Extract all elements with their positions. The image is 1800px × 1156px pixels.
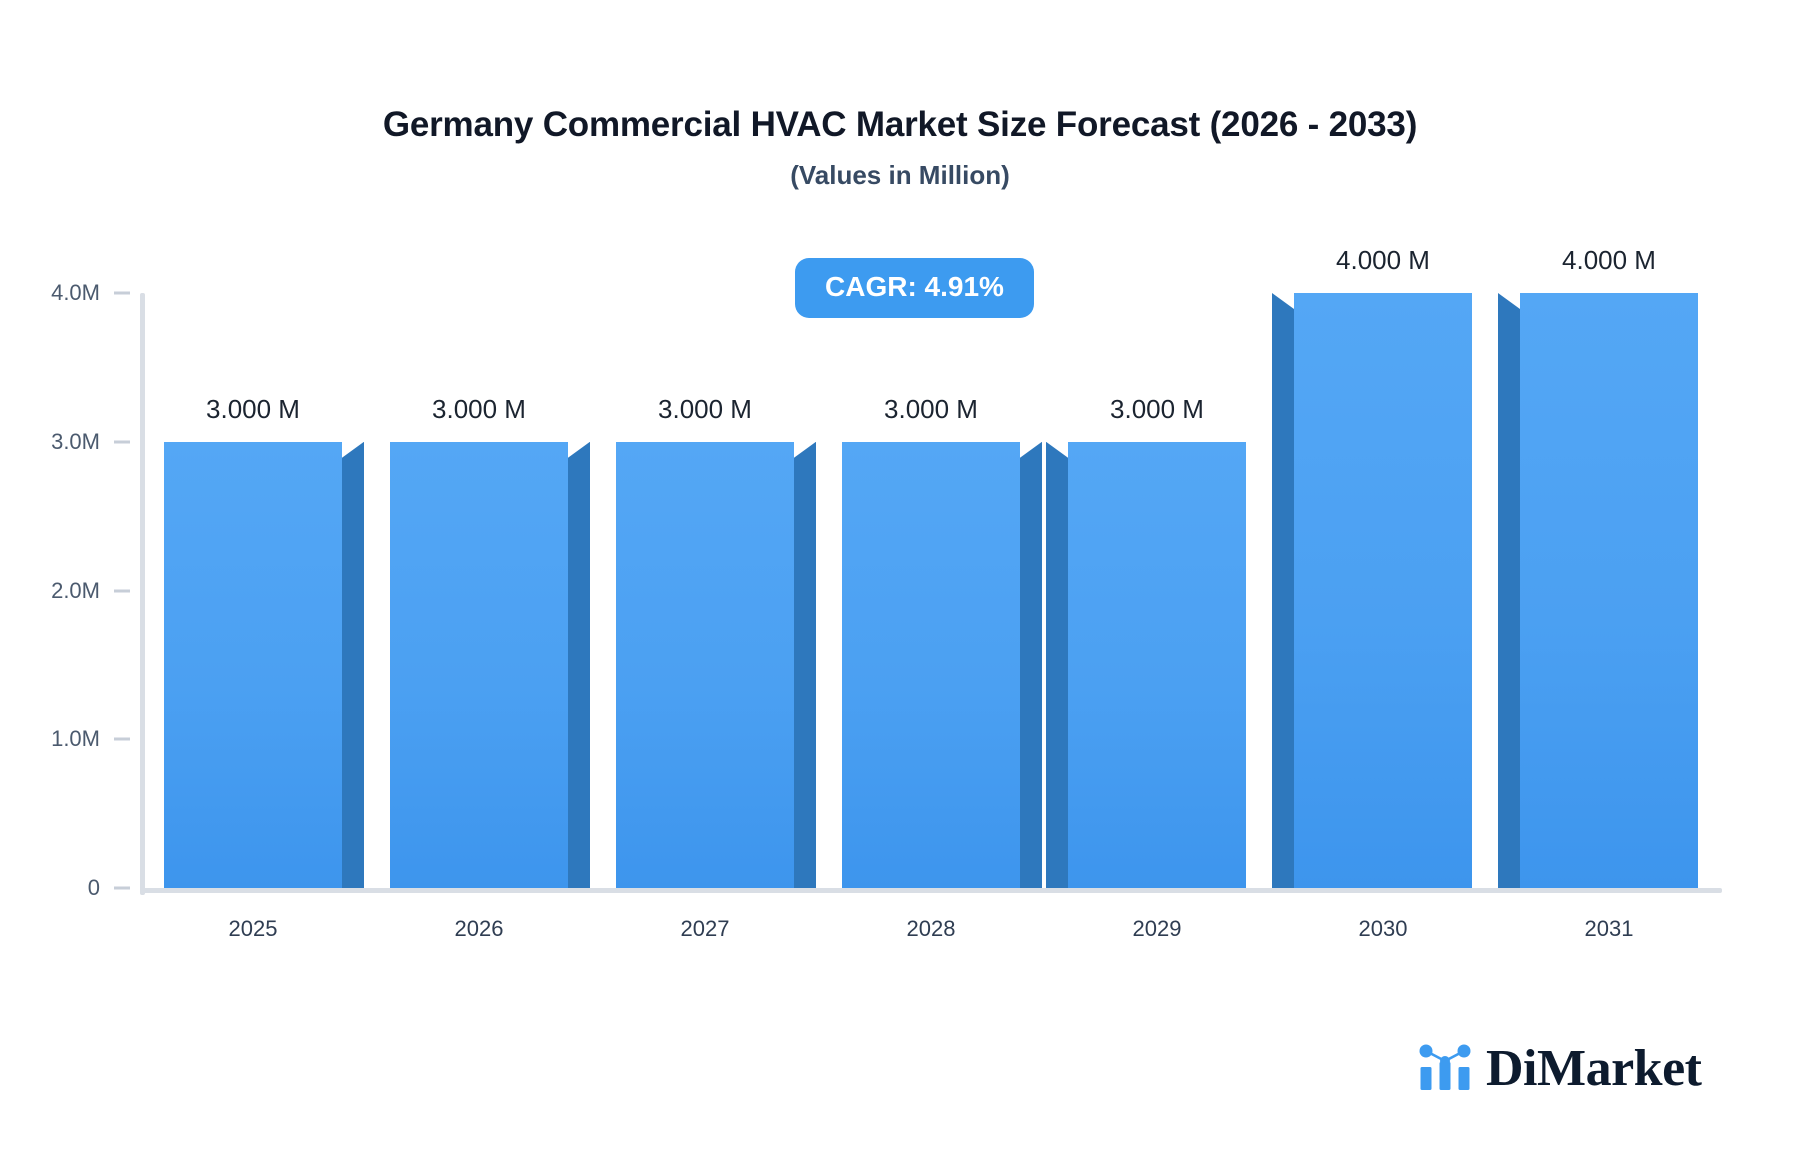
bar-group[interactable] xyxy=(1498,293,1698,888)
y-axis-tick-label: 0 xyxy=(87,875,100,900)
chart-header: Germany Commercial HVAC Market Size Fore… xyxy=(0,104,1800,191)
bar-value-label: 4.000 M xyxy=(1336,245,1430,275)
bar-group[interactable] xyxy=(1272,293,1472,888)
bar-side-panel xyxy=(568,441,590,888)
bar-group[interactable] xyxy=(164,441,364,888)
y-axis-tick-label: 4.0M xyxy=(51,280,100,305)
bar-face[interactable] xyxy=(1520,293,1698,888)
y-axis-tick-mark xyxy=(114,589,130,592)
bar-value-label: 4.000 M xyxy=(1562,245,1656,275)
y-axis-tick-mark xyxy=(114,291,130,295)
bar-side-panel xyxy=(1046,441,1068,888)
bar-face[interactable] xyxy=(390,441,568,888)
bar-side-panel xyxy=(1498,293,1520,888)
bar-face[interactable] xyxy=(164,441,342,888)
chart-subtitle: (Values in Million) xyxy=(790,160,1010,190)
bar-chart-logo-icon xyxy=(1418,1040,1474,1097)
y-axis-tick-mark xyxy=(114,737,130,741)
x-axis-tick-label: 2030 xyxy=(1358,916,1408,941)
cagr-badge: CAGR: 4.91% xyxy=(795,258,1034,318)
bar-value-label: 3.000 M xyxy=(1110,393,1204,424)
plot-area: 0 1.0M 2.0M 3.0M 4.0M 2025 2026 2027 2028 2029 20… xyxy=(51,245,1722,941)
x-axis-tick-label: 2027 xyxy=(680,916,730,941)
x-axis-tick-label: 2028 xyxy=(906,916,956,941)
bar-side-panel xyxy=(1020,441,1042,888)
bar-group[interactable] xyxy=(842,441,1042,888)
bar-face[interactable] xyxy=(1294,293,1472,888)
bar-side-panel xyxy=(794,441,816,888)
x-axis-tick-label: 2026 xyxy=(454,916,504,941)
x-axis-tick-label: 2029 xyxy=(1132,916,1182,941)
bar-group[interactable] xyxy=(616,441,816,888)
bar-face[interactable] xyxy=(616,441,794,888)
brand-logo: DiMarket xyxy=(1418,1039,1702,1097)
bar-side-panel xyxy=(342,441,364,888)
y-axis-tick-label: 1.0M xyxy=(51,726,100,752)
bar-face[interactable] xyxy=(1068,441,1246,888)
chart-title: Germany Commercial HVAC Market Size Fore… xyxy=(382,105,1418,144)
y-axis-tick-mark xyxy=(114,440,130,444)
bar-side-panel xyxy=(1272,293,1294,888)
bar-value-label: 3.000 M xyxy=(432,393,526,424)
y-axis-tick-label: 2.0M xyxy=(51,577,100,603)
bar-face[interactable] xyxy=(842,441,1020,888)
bar-value-label: 3.000 M xyxy=(206,393,300,424)
bar-value-label: 3.000 M xyxy=(884,393,978,424)
bar-value-label: 3.000 M xyxy=(658,393,752,424)
y-axis-line xyxy=(140,293,145,895)
bar-group[interactable] xyxy=(1046,441,1246,888)
x-axis-tick-label: 2031 xyxy=(1584,916,1634,941)
bar-group[interactable] xyxy=(390,441,590,888)
x-axis-tick-label: 2025 xyxy=(228,916,278,941)
y-axis-tick-mark xyxy=(114,886,130,890)
y-axis-tick-label: 3.0M xyxy=(51,428,100,454)
x-axis-line xyxy=(140,888,1722,893)
brand-name: DiMarket xyxy=(1486,1039,1702,1097)
